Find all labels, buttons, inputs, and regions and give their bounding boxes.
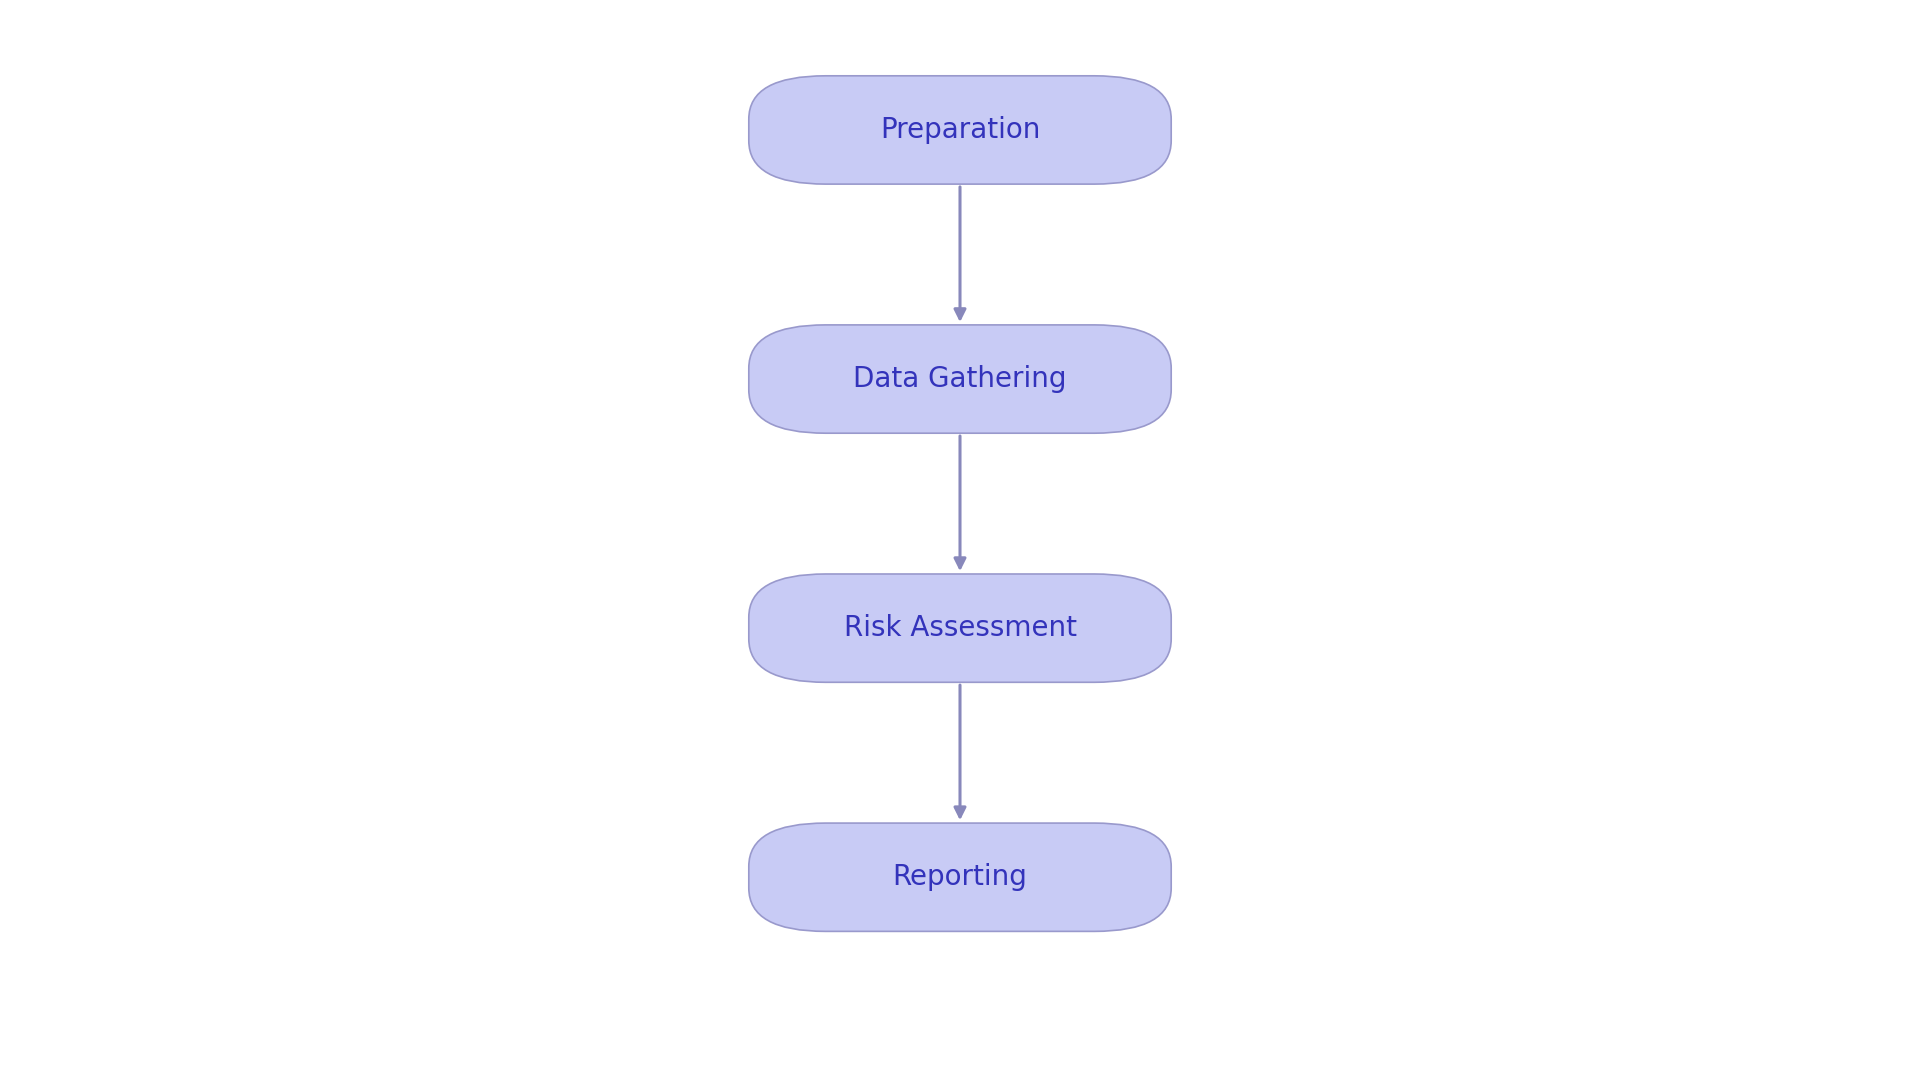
Text: Data Gathering: Data Gathering — [852, 365, 1068, 393]
Text: Risk Assessment: Risk Assessment — [843, 614, 1077, 642]
FancyBboxPatch shape — [749, 823, 1171, 931]
Text: Preparation: Preparation — [879, 116, 1041, 144]
FancyBboxPatch shape — [749, 325, 1171, 433]
FancyBboxPatch shape — [749, 574, 1171, 682]
FancyBboxPatch shape — [749, 76, 1171, 184]
Text: Reporting: Reporting — [893, 863, 1027, 891]
